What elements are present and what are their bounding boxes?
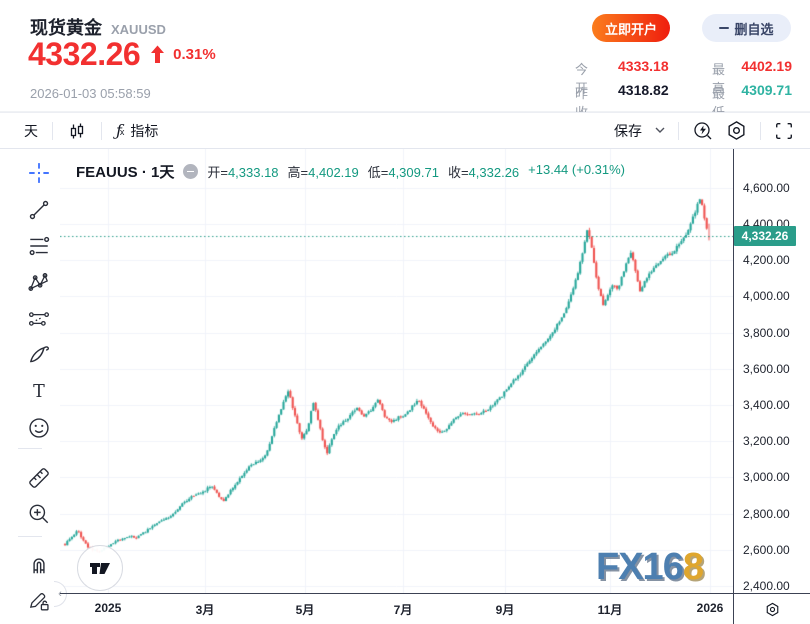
price-axis[interactable]: 4,332.26 4,600.00 4,400.00 4,200.00 4,000.0… — [734, 149, 810, 593]
snapshot-icon[interactable] — [692, 120, 713, 141]
time-axis-label: 2025 — [94, 601, 122, 615]
minus-icon — [719, 27, 730, 29]
price-axis-label: 3,200.00 — [743, 434, 790, 449]
time-axis-label: 2026 — [696, 601, 724, 615]
brush-icon[interactable] — [25, 341, 53, 369]
stat-label: 最高 — [712, 62, 726, 96]
price-axis-label: 2,600.00 — [743, 542, 790, 557]
candlestick-style-icon[interactable] — [67, 121, 87, 141]
last-price-tag: 4,332.26 — [734, 226, 796, 247]
remove-watchlist-button[interactable]: 删自选 — [702, 14, 791, 42]
axis-corner — [734, 594, 810, 624]
emoji-icon[interactable] — [25, 414, 53, 442]
ruler-icon[interactable] — [25, 464, 53, 492]
save-button[interactable]: 保存 — [614, 122, 642, 139]
text-icon[interactable]: T — [25, 377, 53, 405]
xabcd-pattern-icon[interactable] — [25, 268, 53, 296]
time-axis-label: 5月 — [295, 603, 315, 617]
fullscreen-icon[interactable] — [774, 121, 794, 141]
quote-timestamp: 2026-01-03 05:58:59 — [30, 86, 151, 101]
price-axis-label: 2,400.00 — [743, 578, 790, 593]
legend-series-label: FEAUUS · 1天 — [76, 164, 175, 181]
time-axis-label: 3月 — [195, 603, 215, 617]
axis-settings-icon[interactable] — [765, 602, 780, 617]
chart-legend: FEAUUS · 1天 开=4,333.18 高=4,402.19 低=4,309.… — [76, 161, 625, 182]
last-price: 4332.26 — [28, 36, 141, 72]
time-axis-border — [60, 593, 810, 594]
tradingview-logo[interactable] — [77, 545, 123, 591]
price-axis-label: 3,000.00 — [743, 470, 790, 485]
trendline-icon[interactable] — [25, 196, 53, 224]
time-axis[interactable]: 2025 3月 5月 7月 9月 11月 2026 — [60, 594, 733, 624]
lock-drawing-icon[interactable] — [25, 586, 53, 614]
candlestick-chart[interactable] — [60, 149, 733, 593]
chart-pane[interactable]: FEAUUS · 1天 开=4,333.18 高=4,402.19 低=4,309.… — [54, 149, 733, 607]
time-axis-label: 9月 — [495, 603, 515, 617]
price-axis-border — [733, 149, 734, 624]
toolbar-divider — [18, 536, 42, 537]
magnet-icon[interactable] — [25, 550, 53, 578]
open-account-button[interactable]: 立即开户 — [592, 14, 670, 42]
stat-value: 4333.18 — [618, 58, 669, 74]
time-axis-label: 11月 — [597, 603, 623, 617]
price-axis-label: 3,600.00 — [743, 361, 790, 376]
price-axis-label: 4,200.00 — [743, 253, 790, 268]
settings-icon[interactable] — [726, 120, 747, 141]
up-arrow-icon — [150, 45, 165, 64]
interval-button[interactable]: 天 — [24, 122, 38, 139]
crosshair-icon[interactable] — [25, 159, 53, 187]
time-axis-label: 7月 — [393, 603, 413, 617]
instrument-title: 现货黄金 — [30, 18, 102, 38]
price-axis-label: 3,800.00 — [743, 325, 790, 340]
legend-collapse-button[interactable] — [183, 164, 199, 179]
zoom-in-icon[interactable] — [25, 500, 53, 528]
price-axis-label: 4,600.00 — [743, 180, 790, 195]
fib-retracement-icon[interactable] — [25, 232, 53, 260]
price-axis-label: 3,400.00 — [743, 398, 790, 412]
stat-value: 4402.19 — [741, 58, 792, 74]
drawing-toolbar: T — [0, 149, 60, 624]
instrument-symbol: XAUUSD — [111, 22, 166, 37]
price-axis-label: 2,800.00 — [743, 506, 790, 521]
toolbar-divider — [18, 448, 42, 449]
svg-text:T: T — [33, 382, 45, 402]
stat-label: 今开 — [575, 62, 589, 96]
stat-value: 4309.71 — [741, 82, 792, 98]
stat-value: 4318.82 — [618, 82, 669, 98]
header: 现货黄金 XAUUSD 4332.26 0.31% 2026-01-03 05:… — [0, 0, 810, 120]
change-percent: 0.31% — [173, 46, 216, 63]
chevron-down-icon[interactable] — [655, 127, 665, 134]
price-axis-label: 4,000.00 — [743, 289, 790, 304]
legend-ohlc-values: 开=4,333.18 高=4,402.19 低=4,309.71 收=4,332.26… — [207, 162, 626, 180]
fx168-watermark: FX168 — [596, 546, 704, 588]
forecast-icon[interactable] — [25, 305, 53, 333]
